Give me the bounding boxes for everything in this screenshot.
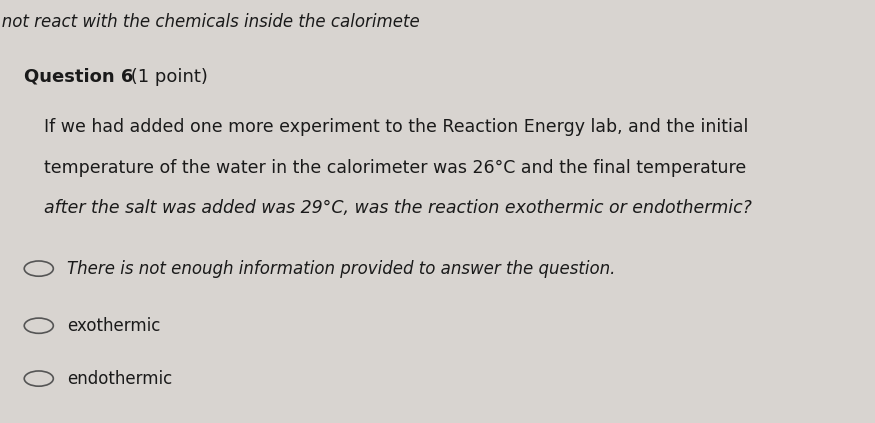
Text: Question 6: Question 6 (24, 68, 134, 86)
Text: If we had added one more experiment to the Reaction Energy lab, and the initial: If we had added one more experiment to t… (45, 118, 749, 137)
Text: exothermic: exothermic (67, 317, 160, 335)
Text: does not react with the chemicals inside the calorimete: does not react with the chemicals inside… (0, 13, 420, 31)
Text: (1 point): (1 point) (125, 68, 208, 86)
Text: temperature of the water in the calorimeter was 26°C and the final temperature: temperature of the water in the calorime… (45, 159, 746, 177)
Text: after the salt was added was 29°C, was the reaction exothermic or endothermic?: after the salt was added was 29°C, was t… (45, 199, 752, 217)
Text: endothermic: endothermic (67, 370, 172, 387)
Text: There is not enough information provided to answer the question.: There is not enough information provided… (67, 260, 615, 277)
